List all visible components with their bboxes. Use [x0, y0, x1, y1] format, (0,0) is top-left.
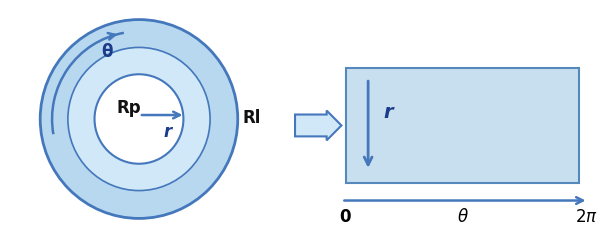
Circle shape — [95, 74, 184, 164]
Text: Rp: Rp — [116, 99, 141, 117]
Text: r: r — [164, 123, 172, 141]
FancyBboxPatch shape — [346, 68, 578, 183]
Circle shape — [68, 47, 210, 191]
Circle shape — [40, 20, 238, 218]
Text: $2\pi$: $2\pi$ — [575, 208, 598, 226]
Text: $\theta$: $\theta$ — [457, 208, 469, 226]
Text: r: r — [383, 103, 392, 122]
Text: $\bf{\theta}$: $\bf{\theta}$ — [101, 43, 114, 61]
Text: 0: 0 — [340, 208, 351, 226]
Text: Rl: Rl — [242, 109, 261, 127]
FancyArrow shape — [295, 110, 341, 140]
